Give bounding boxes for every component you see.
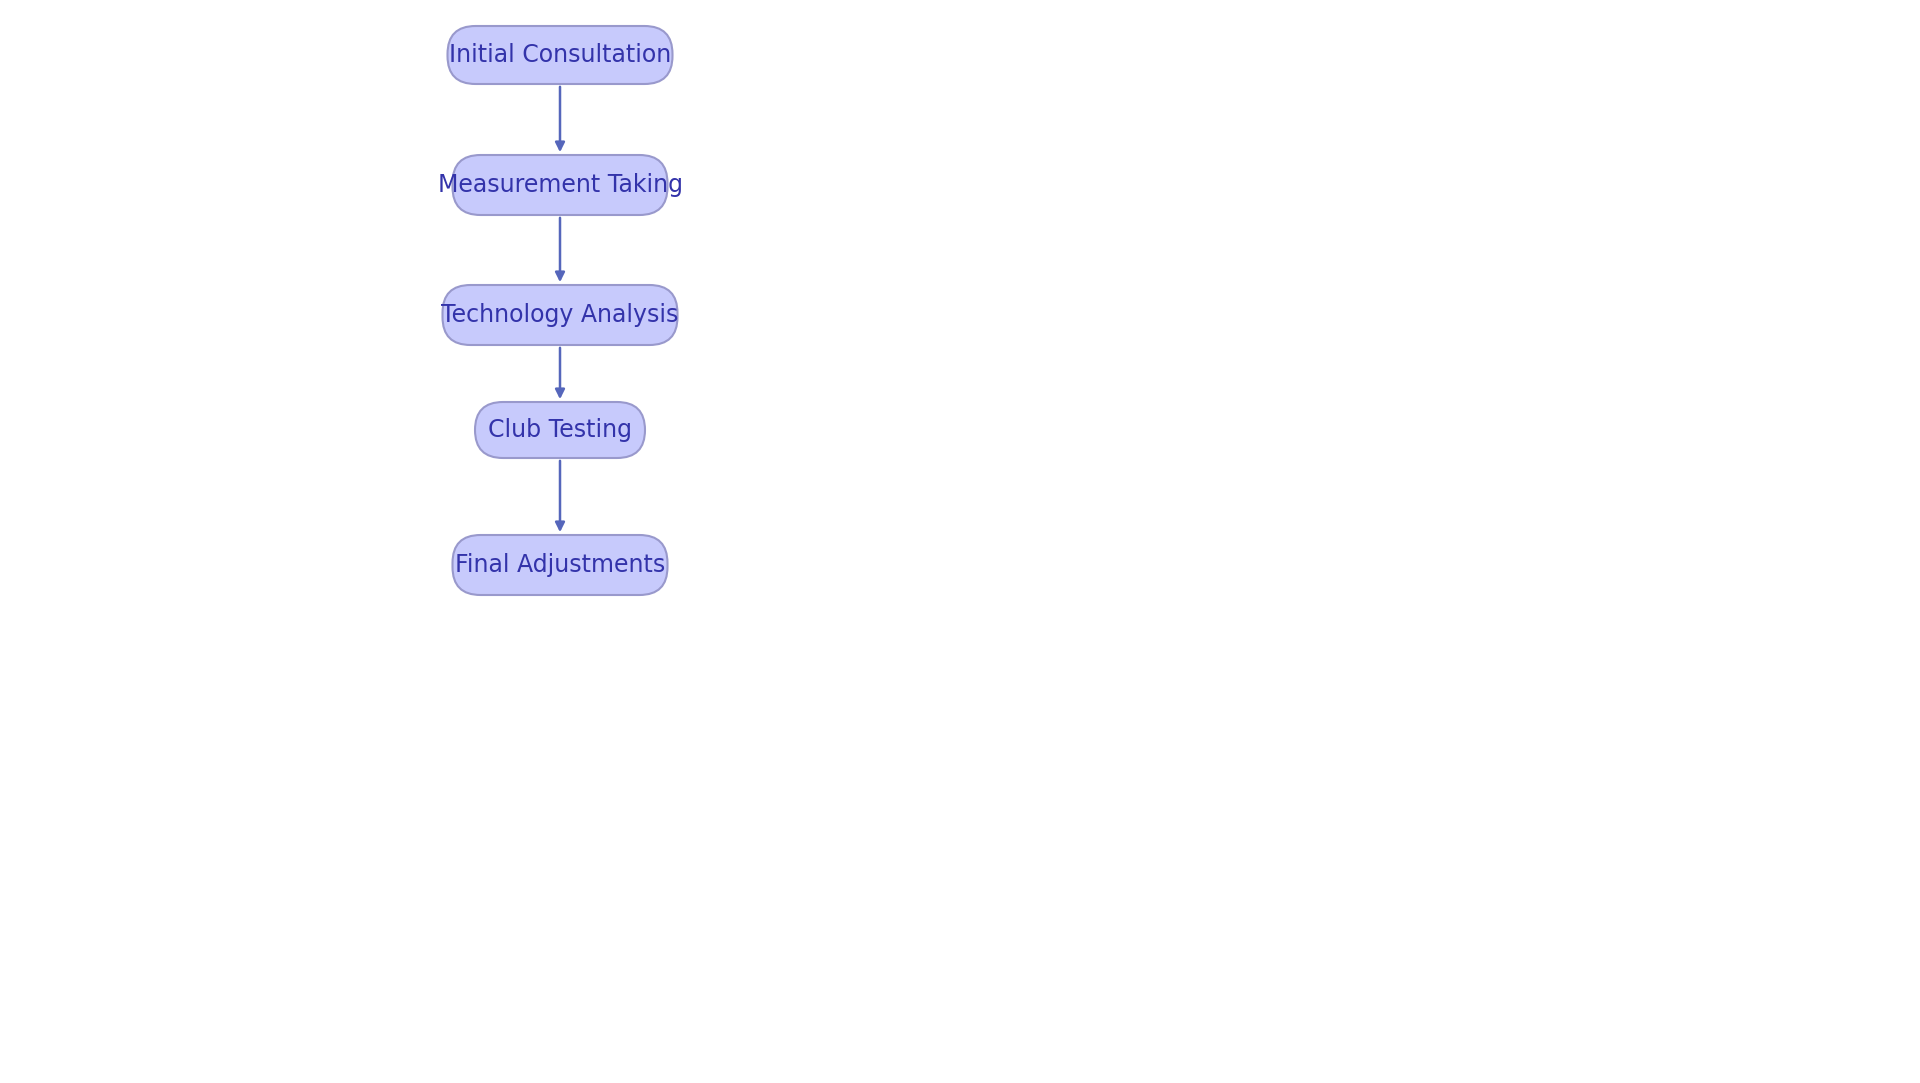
FancyBboxPatch shape <box>474 402 645 458</box>
Text: Final Adjustments: Final Adjustments <box>455 553 664 577</box>
FancyBboxPatch shape <box>442 285 678 345</box>
FancyBboxPatch shape <box>447 26 672 84</box>
Text: Measurement Taking: Measurement Taking <box>438 173 682 197</box>
FancyBboxPatch shape <box>453 155 668 216</box>
FancyBboxPatch shape <box>453 535 668 595</box>
Text: Technology Analysis: Technology Analysis <box>442 303 678 327</box>
Text: Club Testing: Club Testing <box>488 418 632 442</box>
Text: Initial Consultation: Initial Consultation <box>449 43 672 67</box>
